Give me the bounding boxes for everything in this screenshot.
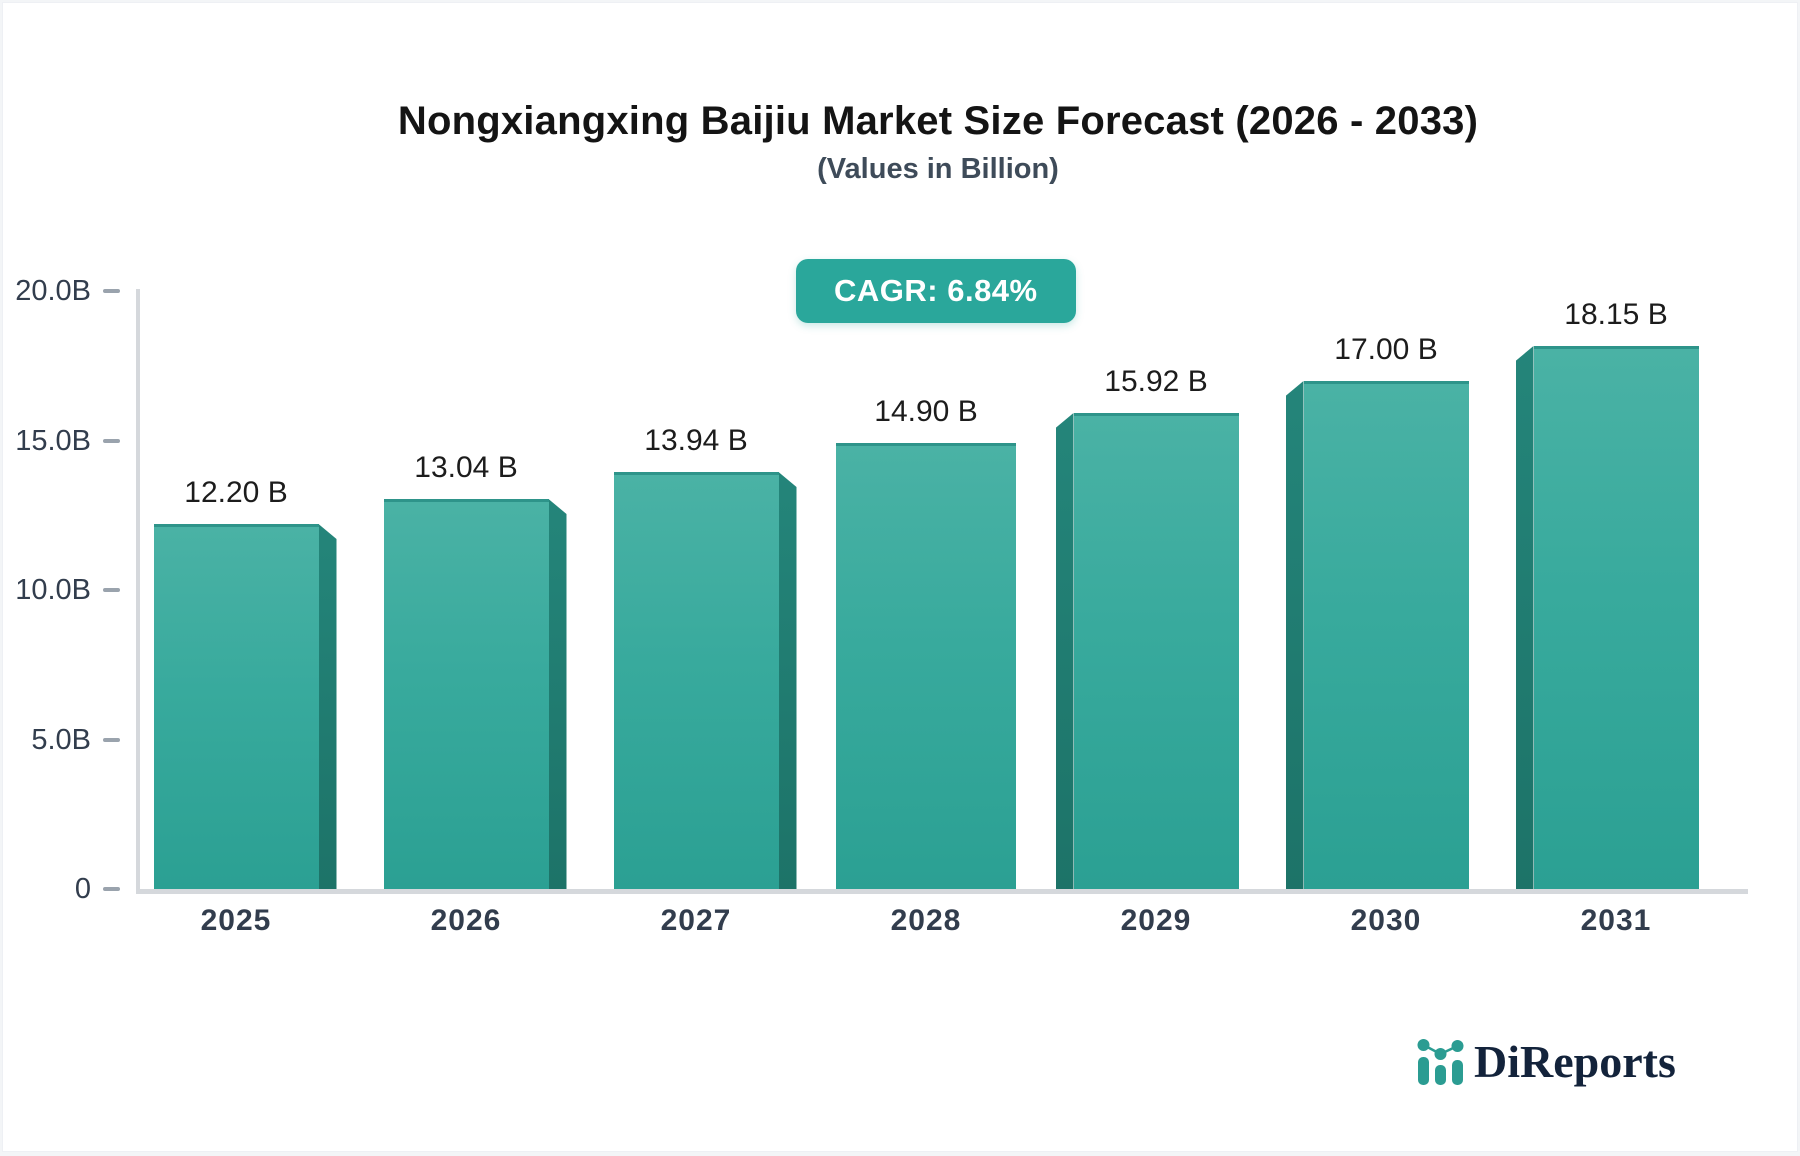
y-tick-mark xyxy=(103,887,120,891)
bar-2030 xyxy=(1303,381,1469,889)
bar-2027-bevel xyxy=(778,472,797,889)
x-axis-label: 2026 xyxy=(430,904,502,937)
cagr-badge-label: CAGR: 6.84% xyxy=(834,273,1038,308)
chart-subtitle: (Values in Billion) xyxy=(817,153,1059,185)
direports-logo-icon xyxy=(1417,1039,1464,1085)
bar-value-label: 17.00 B xyxy=(1334,333,1438,366)
bar-2027 xyxy=(613,472,779,889)
bar-2029-bevel xyxy=(1055,413,1074,889)
y-axis-line xyxy=(136,289,140,894)
cagr-badge: CAGR: 6.84% xyxy=(796,259,1076,323)
bar-chart-plot: 20.0B 15.0B 10.0B 5.0B 0 12.20 B 2025 13.04 B 2… xyxy=(3,3,1797,1151)
y-tick-mark xyxy=(103,438,120,443)
x-axis-label: 2025 xyxy=(200,904,272,937)
bar-value-label: 14.90 B xyxy=(874,395,978,428)
x-axis-label: 2028 xyxy=(890,904,962,937)
y-tick-mark xyxy=(103,588,120,592)
bar-value-label: 13.94 B xyxy=(644,424,748,457)
x-axis-label: 2029 xyxy=(1120,904,1192,937)
x-axis-label: 2030 xyxy=(1350,904,1422,937)
y-tick-label: 10.0B xyxy=(15,574,91,606)
bar-2026-bevel xyxy=(548,499,567,889)
chart-title: Nongxiangxing Baijiu Market Size Forecas… xyxy=(397,99,1479,143)
x-axis-line xyxy=(136,889,1748,894)
bar-2025 xyxy=(153,524,319,889)
x-axis-label: 2031 xyxy=(1580,904,1652,937)
y-tick-label: 0 xyxy=(74,873,91,905)
y-tick-label: 15.0B xyxy=(15,424,91,457)
y-tick-mark xyxy=(103,737,120,742)
direports-logo-text: DiReports xyxy=(1474,1036,1676,1087)
bar-2026 xyxy=(383,499,549,889)
x-axis-label: 2027 xyxy=(660,904,732,937)
direports-logo: DiReports xyxy=(1415,1037,1676,1087)
bar-2025-bevel xyxy=(318,524,337,889)
y-tick-label: 5.0B xyxy=(31,723,91,756)
bar-value-label: 12.20 B xyxy=(184,476,288,509)
bar-2028 xyxy=(836,443,1016,889)
bar-2030-bevel xyxy=(1285,381,1304,889)
bar-value-label: 13.04 B xyxy=(414,451,518,484)
bar-value-label: 18.15 B xyxy=(1564,298,1668,331)
bar-2031-bevel xyxy=(1515,346,1534,889)
bar-value-label: 15.92 B xyxy=(1104,365,1208,398)
y-tick-label: 20.0B xyxy=(15,275,91,307)
bar-2031 xyxy=(1533,346,1699,889)
bar-2029 xyxy=(1073,413,1239,889)
y-tick-mark xyxy=(103,289,120,293)
